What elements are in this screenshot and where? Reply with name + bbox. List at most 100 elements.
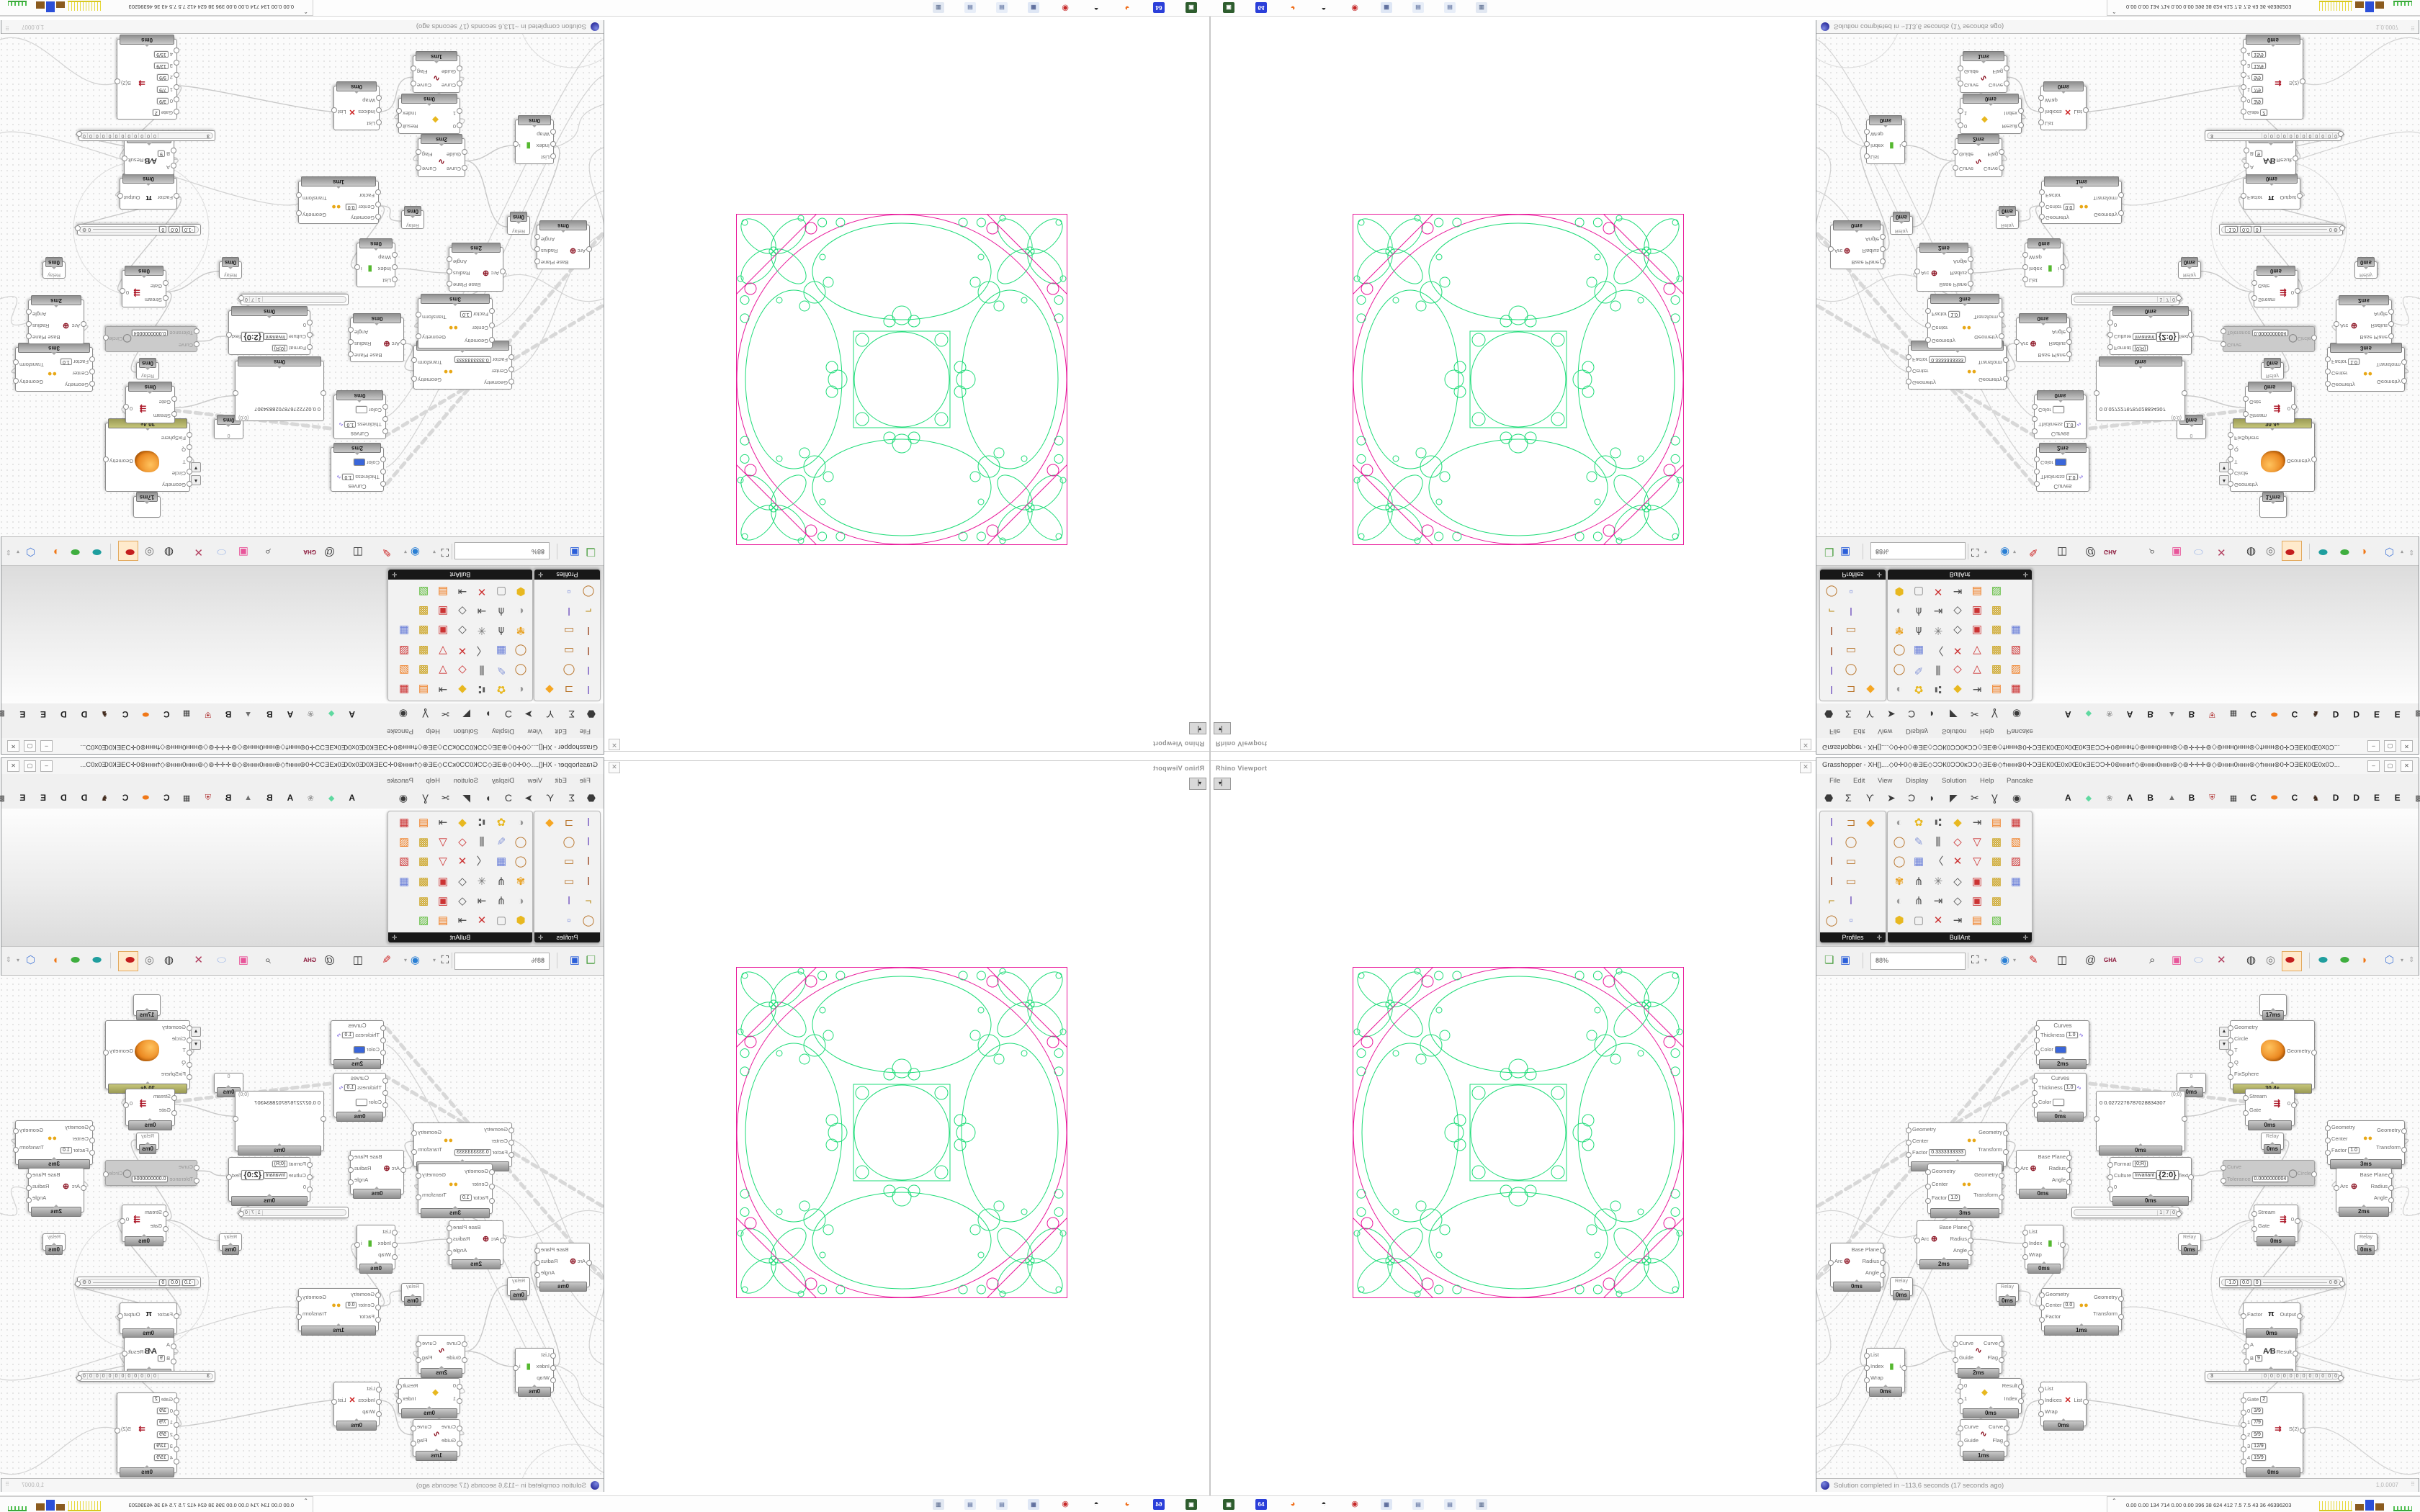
grasshopper-titlebar[interactable]: Grasshopper - XH[]....◇0✛0◇⊛ƎE◇ƆƆК0ƆƆ0ĸƆ… — [1, 738, 604, 754]
component-icon[interactable]: ◯ — [582, 585, 595, 598]
gh-component-curves2[interactable]: Curves Thickness 1.0 ∿ Color 0ms — [333, 1073, 388, 1122]
value-capsule[interactable]: 1.0 — [2066, 473, 2078, 480]
toolbar-icon[interactable]: ▣ — [1840, 546, 1851, 558]
gh-component-curves1[interactable]: Curves Thickness 1.0 ∿ Color 2ms — [2034, 443, 2089, 492]
tab-core-icon[interactable]: ◗ — [485, 792, 491, 804]
tab-plugin[interactable]: ▩ — [0, 793, 5, 803]
color-swatch[interactable] — [2052, 1098, 2064, 1106]
node-canvas[interactable]: 17ms Curves Thickness 1.0 ∿ Color 2ms Curves Thi… — [1816, 34, 2420, 536]
component-icon[interactable]: ⫼ — [479, 664, 485, 677]
output-hook[interactable] — [120, 1218, 125, 1224]
tab-plugin[interactable]: ▲ — [244, 793, 252, 802]
input-hook[interactable] — [1925, 323, 1931, 328]
input-hook[interactable] — [376, 94, 382, 101]
tab-plugin[interactable]: ▩ — [2415, 709, 2420, 719]
tab-plugin[interactable]: A — [349, 793, 355, 803]
toolbar-icon[interactable]: ▣ — [1840, 954, 1851, 966]
output-hook[interactable] — [348, 326, 354, 333]
output-hook[interactable] — [2083, 107, 2089, 113]
input-hook[interactable] — [2228, 1037, 2233, 1043]
component-icon[interactable]: ⊐ — [564, 816, 574, 829]
toolbar-icon[interactable]: ⛶ — [441, 954, 449, 966]
input-hook[interactable] — [171, 1094, 177, 1101]
value-capsule[interactable]: 1.0 — [344, 1084, 357, 1092]
output-hook[interactable] — [1968, 269, 1973, 274]
component-icon[interactable]: ▨ — [398, 855, 410, 868]
toolbar-icon[interactable]: ✕ — [2217, 546, 2226, 558]
gh-component-grayfit[interactable]: Curve Tolerance 0.0000000004 ◯ Circle — [2220, 1160, 2317, 1186]
output-hook[interactable] — [122, 156, 127, 161]
tab-plugin[interactable]: ⬬ — [2271, 793, 2278, 802]
color-swatch[interactable] — [2054, 459, 2066, 467]
input-hook[interactable] — [1906, 354, 1912, 360]
output-hook[interactable] — [2188, 332, 2194, 338]
value-capsule[interactable]: 1.0 — [60, 1146, 72, 1153]
component-icon[interactable]: ▢ — [496, 914, 507, 927]
taskbar-app-icon[interactable]: ▥ — [1476, 1499, 1487, 1510]
component-icon[interactable]: ◇ — [458, 894, 467, 907]
component-icon[interactable]: ▽ — [439, 644, 447, 657]
tab-core-icon[interactable]: ◉ — [398, 792, 408, 804]
input-hook[interactable] — [462, 1341, 467, 1347]
taskbar-app-icon[interactable]: ◕ — [1124, 4, 1130, 12]
slider-bound[interactable]: -1.0 — [2225, 226, 2238, 233]
component-icon[interactable]: ⊐ — [564, 683, 574, 696]
output-hook[interactable] — [416, 165, 421, 171]
tab-core-icon[interactable]: ➤ — [524, 792, 533, 804]
component-icon[interactable]: ⇥ — [457, 914, 467, 927]
input-hook[interactable] — [380, 456, 386, 462]
tab-core-icon[interactable]: Ɔ — [504, 792, 512, 804]
component-icon[interactable]: ▣ — [437, 875, 449, 888]
output-hook[interactable] — [2311, 456, 2317, 462]
gh-component-relayE[interactable]: Relay 0ms — [42, 1233, 66, 1255]
output-hook[interactable] — [1999, 1341, 2004, 1347]
component-icon[interactable]: ✕ — [1953, 855, 1963, 868]
toolbar-icon[interactable]: ⬬ — [2318, 546, 2328, 558]
output-hook[interactable] — [2176, 295, 2182, 301]
input-hook[interactable] — [550, 128, 556, 135]
input-hook[interactable] — [586, 1260, 592, 1266]
component-icon[interactable]: ▫ — [1849, 585, 1853, 598]
toolbar-icon[interactable]: ◑ — [53, 546, 60, 558]
palette-expand-icon[interactable]: ✛ — [392, 571, 398, 578]
component-icon[interactable]: ◇ — [1953, 664, 1962, 677]
output-hook[interactable] — [2004, 1425, 2009, 1431]
component-icon[interactable]: ◐ — [517, 816, 524, 829]
gh-component-gate2[interactable]: Gate 2 0 3/9 1 7/9 2 9/9 3 12/9 4 15/9 ⇉ S(2) 0ms — [2241, 1392, 2305, 1477]
tab-plugin[interactable]: ❀ — [2106, 709, 2113, 718]
toolbar-icon[interactable]: ⬬ — [2318, 954, 2328, 966]
tab-plugin[interactable]: ❀ — [307, 794, 314, 803]
tab-plugin[interactable]: C — [2250, 709, 2257, 719]
taskbar-app-icon[interactable]: ◓ — [1321, 1500, 1327, 1508]
toolbar-icon[interactable]: ⬡ — [25, 954, 35, 966]
input-hook[interactable] — [1925, 308, 1931, 314]
value-capsule[interactable]: 3/9 — [157, 1407, 169, 1414]
toolbar-icon[interactable]: ⬡ — [2385, 954, 2395, 966]
gh-component-curves2[interactable]: Curves Thickness 1.0 ∿ Color 0ms — [333, 390, 388, 439]
toolbar-icon[interactable]: ▣ — [238, 546, 248, 558]
gh-component-grayfit[interactable]: Curve Tolerance 0.0000000004 ◯ Circle — [103, 1160, 200, 1186]
component-icon[interactable]: ▧ — [418, 914, 429, 927]
tab-plugin[interactable]: ◆ — [328, 709, 335, 718]
input-hook[interactable] — [457, 1440, 462, 1446]
gh-component-panel1[interactable]: (0;0) 0 0.0272276787028834307 0ms — [233, 1091, 326, 1156]
gh-component-relayF[interactable]: Relay 0ms — [136, 1133, 159, 1154]
slider-gear-icon[interactable]: 0 ⚙ — [2329, 227, 2338, 232]
slider-bound[interactable]: 0 — [159, 1279, 167, 1286]
tab-plugin[interactable]: E — [40, 709, 46, 719]
menu-item-edit[interactable]: Edit — [555, 727, 567, 735]
toolbar-icon[interactable]: ▾ — [403, 957, 407, 963]
tab-plugin[interactable]: A — [349, 709, 355, 719]
value-capsule[interactable]: 12/9 — [154, 1442, 169, 1449]
minimize-button[interactable]: – — [2367, 740, 2380, 752]
component-icon[interactable]: ◇ — [1953, 624, 1962, 637]
toolbar-icon[interactable]: ❏ — [586, 546, 596, 558]
value-capsule[interactable]: 1.0 — [460, 310, 472, 318]
component-icon[interactable]: ◆ — [1953, 683, 1962, 696]
input-hook[interactable] — [1914, 1238, 1920, 1243]
output-hook[interactable] — [1999, 312, 2004, 318]
value-capsule[interactable]: 1.0 — [342, 1032, 354, 1039]
value-capsule[interactable]: 9/9 — [2251, 1431, 2263, 1438]
component-icon[interactable]: ▤ — [418, 683, 429, 696]
